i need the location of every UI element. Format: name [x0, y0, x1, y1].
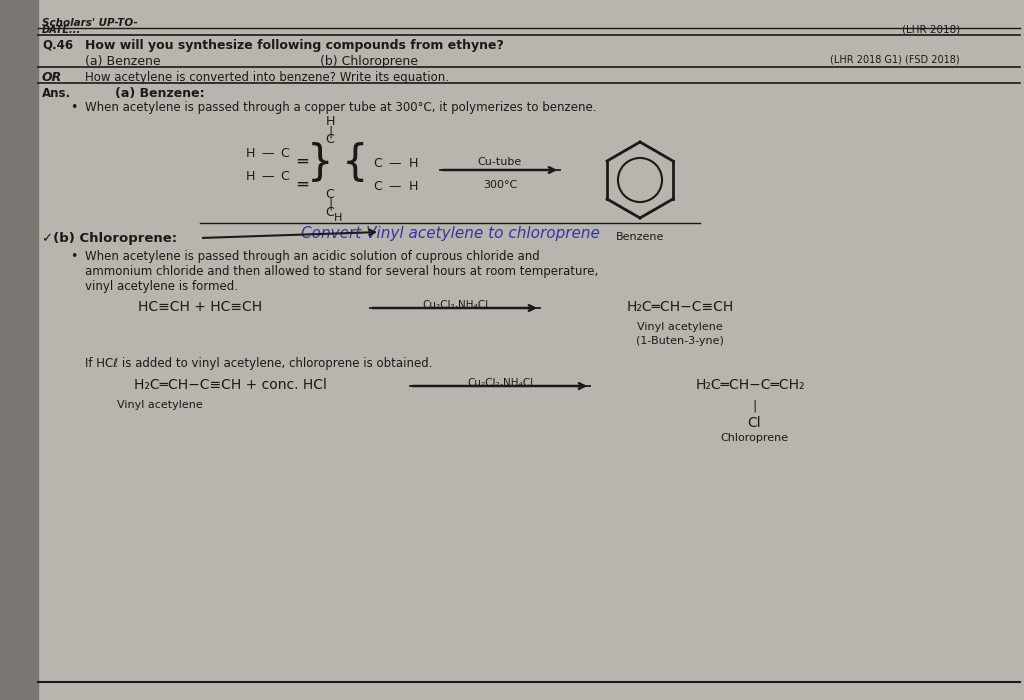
Text: |: | — [328, 198, 332, 211]
Text: Q.46: Q.46 — [42, 39, 73, 52]
Text: |: | — [752, 400, 756, 413]
Text: When acetylene is passed through a copper tube at 300°C, it polymerizes to benze: When acetylene is passed through a coppe… — [85, 101, 597, 114]
Text: Vinyl acetylene: Vinyl acetylene — [637, 322, 723, 332]
Text: Ans.: Ans. — [42, 87, 71, 100]
Text: If HCℓ is added to vinyl acetylene, chloroprene is obtained.: If HCℓ is added to vinyl acetylene, chlo… — [85, 357, 432, 370]
Text: (LHR 2018 G1) (FSD 2018): (LHR 2018 G1) (FSD 2018) — [830, 55, 961, 65]
Text: H: H — [246, 170, 255, 183]
Bar — [0, 0, 38, 700]
Text: DATE...: DATE... — [42, 25, 81, 35]
Text: How acetylene is converted into benzene? Write its equation.: How acetylene is converted into benzene?… — [85, 71, 449, 84]
Text: H₂C═CH−C≡CH + conc. HCl: H₂C═CH−C≡CH + conc. HCl — [133, 378, 327, 392]
Text: •: • — [70, 101, 78, 114]
Text: C: C — [281, 170, 290, 183]
Text: C: C — [281, 147, 290, 160]
Text: H: H — [409, 180, 418, 193]
Text: Convert Vinyl acetylene to chloroprene: Convert Vinyl acetylene to chloroprene — [301, 226, 599, 241]
Text: Cu-tube: Cu-tube — [478, 157, 522, 167]
Text: H: H — [246, 147, 255, 160]
Text: Chloroprene: Chloroprene — [720, 433, 788, 443]
Text: Vinyl acetylene: Vinyl acetylene — [117, 400, 203, 410]
Text: OR: OR — [42, 71, 62, 84]
Text: Cu₂Cl₂,NH₄Cl: Cu₂Cl₂,NH₄Cl — [467, 378, 534, 388]
Text: (a) Benzene: (a) Benzene — [85, 55, 161, 68]
Text: H: H — [409, 157, 418, 170]
Text: How will you synthesize following compounds from ethyne?: How will you synthesize following compou… — [85, 39, 504, 52]
Text: C: C — [374, 157, 382, 170]
Text: (b) Chloroprene: (b) Chloroprene — [319, 55, 418, 68]
Text: Cl: Cl — [748, 416, 761, 430]
Text: |: | — [328, 125, 332, 138]
Text: H₂C═CH−C═CH₂: H₂C═CH−C═CH₂ — [695, 378, 805, 392]
Text: H₂C═CH−C≡CH: H₂C═CH−C≡CH — [627, 300, 733, 314]
Text: Benzene: Benzene — [615, 232, 665, 242]
Text: vinyl acetylene is formed.: vinyl acetylene is formed. — [85, 280, 238, 293]
Text: 300°C: 300°C — [483, 180, 517, 190]
Text: C: C — [326, 133, 335, 146]
Text: ═: ═ — [297, 176, 307, 194]
Text: (LHR 2018): (LHR 2018) — [902, 24, 961, 34]
Text: ═: ═ — [297, 153, 307, 171]
Text: H: H — [326, 115, 335, 128]
Text: }: } — [307, 142, 333, 184]
Text: H: H — [334, 213, 342, 223]
Text: (a) Benzene:: (a) Benzene: — [115, 87, 205, 100]
Text: —: — — [262, 170, 274, 183]
Text: {: { — [342, 142, 369, 184]
Text: Scholars' UP-TO-: Scholars' UP-TO- — [42, 18, 138, 28]
Text: •: • — [70, 250, 78, 263]
Text: C: C — [326, 188, 335, 201]
Text: —: — — [262, 147, 274, 160]
Text: C: C — [326, 206, 335, 219]
Text: ✓(b) Chloroprene:: ✓(b) Chloroprene: — [42, 232, 177, 245]
Text: (1-Buten-3-yne): (1-Buten-3-yne) — [636, 336, 724, 346]
Text: HC≡CH + HC≡CH: HC≡CH + HC≡CH — [138, 300, 262, 314]
Text: —: — — [389, 157, 401, 170]
Text: ammonium chloride and then allowed to stand for several hours at room temperatur: ammonium chloride and then allowed to st… — [85, 265, 598, 278]
Text: C: C — [374, 180, 382, 193]
Text: Cu₂Cl₂,NH₄Cl: Cu₂Cl₂,NH₄Cl — [422, 300, 488, 310]
Text: —: — — [389, 180, 401, 193]
Text: When acetylene is passed through an acidic solution of cuprous chloride and: When acetylene is passed through an acid… — [85, 250, 540, 263]
